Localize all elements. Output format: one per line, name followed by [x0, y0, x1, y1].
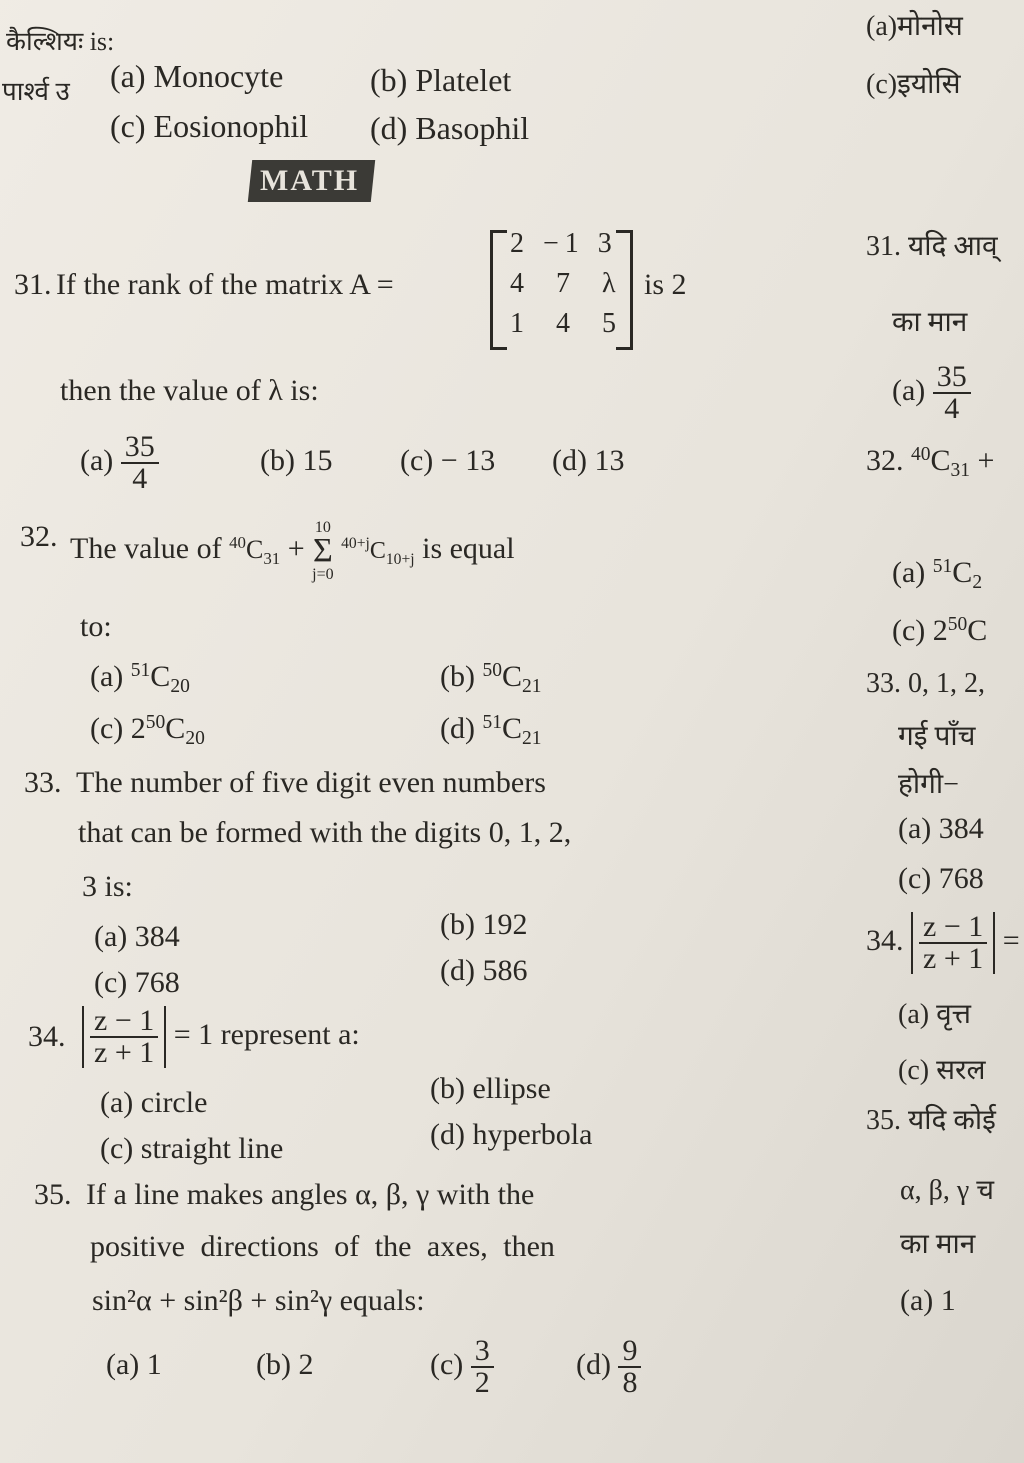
- q34-opt-a: (a) circle: [100, 1086, 207, 1120]
- right-a-mono: (a)मोनोस: [866, 6, 963, 44]
- q35-opt-b: (b) 2: [256, 1348, 313, 1382]
- math-badge: MATH: [250, 160, 373, 202]
- q35-right-l3: का मान: [900, 1224, 975, 1262]
- q34-num: 34.: [28, 1020, 66, 1054]
- q33-right-a: (a) 384: [898, 812, 984, 846]
- matrix-bracket-left: [490, 230, 507, 350]
- q34-opt-d: (d) hyperbola: [430, 1118, 592, 1152]
- q35-l3: sin²α + sin²β + sin²γ equals:: [92, 1284, 425, 1318]
- q30-opt-c: (c) Eosionophil: [110, 108, 308, 145]
- matrix-row-2: 4 7 λ: [510, 268, 622, 300]
- q33-right: 33. 0, 1, 2,: [866, 668, 985, 700]
- q32-opt-d: (d) 51C21: [440, 712, 542, 750]
- q31-opt-a: (a) 354: [80, 432, 159, 494]
- q34-right-c: (c) सरल: [898, 1050, 985, 1088]
- q33-l1: The number of five digit even numbers: [76, 766, 546, 800]
- q34-right-a: (a) वृत्त: [898, 994, 971, 1032]
- q35-l2: positive directions of the axes, then: [90, 1230, 555, 1264]
- q33-right-l2: गई पाँच: [898, 716, 975, 754]
- math-badge-text: MATH: [260, 164, 359, 198]
- q33-right-l3: होगी−: [898, 764, 959, 802]
- q33-l2: that can be formed with the digits 0, 1,…: [78, 816, 571, 850]
- q32-line2: to:: [80, 610, 112, 644]
- q31-line2: then the value of λ is:: [60, 374, 319, 408]
- q31-right-line2: का मान: [892, 302, 967, 340]
- q32-right-c: (c) 250C: [892, 614, 987, 648]
- q35-right: 35. यदि कोई: [866, 1100, 996, 1138]
- q30-opt-a: (a) Monocyte: [110, 58, 283, 95]
- q35-right-a: (a) 1: [900, 1284, 956, 1318]
- q34-opt-c: (c) straight line: [100, 1132, 283, 1166]
- q30-opt-b: (b) Platelet: [370, 62, 511, 99]
- q30-opt-d: (d) Basophil: [370, 110, 529, 147]
- q35-right-l2: α, β, γ च: [900, 1170, 994, 1208]
- matrix-row-3: 1 4 5: [510, 308, 622, 340]
- q31-num: 31.: [14, 268, 52, 302]
- q32-right-a: (a) 51C2: [892, 556, 982, 594]
- q31-right-num: 31. यदि आव्: [866, 226, 998, 264]
- matrix-row-1: 2 −1 3: [510, 228, 618, 260]
- q35-opt-c: (c) 32: [430, 1336, 494, 1398]
- hindi-parshva: पार्श्व उ: [2, 72, 70, 108]
- q34-stem: z − 1z + 1 = 1 represent a:: [82, 1006, 360, 1068]
- q33-l3: 3 is:: [82, 870, 133, 904]
- q32-stem: The value of 40C31 + 10Σj=0 40+jC10+j is…: [70, 520, 515, 583]
- q32-opt-a: (a) 51C20: [90, 660, 190, 698]
- q31-opt-d: (d) 13: [552, 444, 624, 478]
- q33-opt-c: (c) 768: [94, 966, 180, 1000]
- q34-opt-b: (b) ellipse: [430, 1072, 551, 1106]
- q35-num: 35.: [34, 1178, 72, 1212]
- q31-opt-c: (c) − 13: [400, 444, 495, 478]
- right-c-eosi: (c)इयोसि: [866, 64, 961, 102]
- q33-opt-a: (a) 384: [94, 920, 180, 954]
- q31-opt-b: (b) 15: [260, 444, 332, 478]
- q33-opt-b: (b) 192: [440, 908, 527, 942]
- q35-l1: If a line makes angles α, β, γ with the: [86, 1178, 534, 1212]
- q35-opt-d: (d) 98: [576, 1336, 641, 1398]
- q31-right-a: (a) 354: [892, 362, 971, 424]
- q33-num: 33.: [24, 766, 62, 800]
- q32-right: 32. 40C31 +: [866, 444, 994, 482]
- q32-opt-c: (c) 250C20: [90, 712, 205, 750]
- q32-opt-b: (b) 50C21: [440, 660, 542, 698]
- q35-opt-a: (a) 1: [106, 1348, 162, 1382]
- q32-num: 32.: [20, 520, 58, 554]
- q31-tail: is 2: [644, 268, 687, 302]
- hindi-calcium: कैल्शियः is:: [6, 22, 114, 58]
- q33-opt-d: (d) 586: [440, 954, 527, 988]
- q31-stem: If the rank of the matrix A =: [56, 268, 394, 302]
- q34-right: 34. z − 1z + 1 = 1: [866, 912, 1024, 974]
- q33-right-c: (c) 768: [898, 862, 984, 896]
